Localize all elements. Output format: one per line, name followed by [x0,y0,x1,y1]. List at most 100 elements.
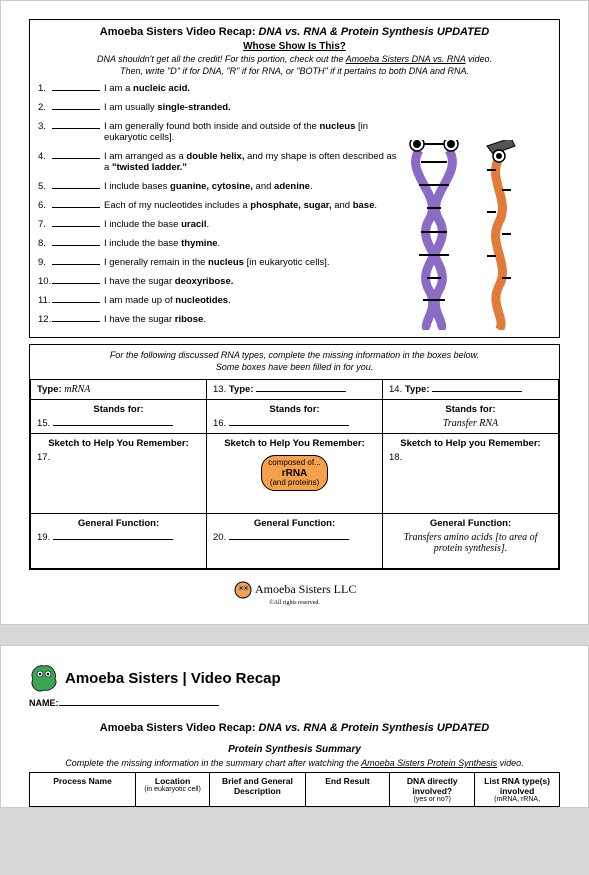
blank-15[interactable] [53,425,173,426]
p2-video-link[interactable]: Amoeba Sisters Protein Synthesis [361,758,497,768]
q17-num: 17. [37,452,50,463]
blank-19[interactable] [53,539,173,540]
answer-blank[interactable] [52,158,100,159]
footer-text: Amoeba Sisters LLC [255,582,356,596]
q19-num: 19. [37,532,50,543]
q-text: I generally remain in the nucleus [in eu… [104,257,398,268]
rna-intro-2: Some boxes have been filled in for you. [216,362,374,372]
dna-rna-illustration [399,140,539,330]
sk-3: Sketch to Help you Remember: [389,438,552,449]
q18-num: 18. [389,452,402,463]
q-num: 11. [38,295,52,306]
answer-blank[interactable] [52,302,100,303]
video-link[interactable]: Amoeba Sisters DNA vs. RNA [346,54,466,64]
row-function: General Function: 19. General Function: … [31,513,559,568]
answer-blank[interactable] [52,109,100,110]
whose-show-heading: Whose Show Is This? [38,41,551,52]
q-text: I am a nucleic acid. [104,83,398,94]
mrna-value: mRNA [64,384,90,395]
answer-blank[interactable] [52,90,100,91]
col-dna-sub: (yes or no?) [393,796,471,804]
rna-table: Type: mRNA 13. Type: 14. Type: Stands fo… [30,379,559,569]
blank-20[interactable] [229,539,349,540]
q20-num: 20. [213,532,226,543]
q-text: I have the sugar ribose. [104,314,398,325]
q-num: 8. [38,238,52,249]
intro-b: video. [466,54,493,64]
q-num: 10. [38,276,52,287]
sk-1: Sketch to Help You Remember: [37,438,200,449]
p2-title-prefix: Amoeba Sisters Video Recap: [100,722,259,734]
col-end: End Result [325,776,369,786]
col-rna-sub: (mRNA, rRNA, [478,796,556,804]
q-num: 5. [38,181,52,192]
summary-table: Process Name Location(in eukaryotic cell… [29,772,560,808]
rna-intro-1: For the following discussed RNA types, c… [110,350,479,360]
intro-line2: Then, write "D" if for DNA, "R" if for R… [120,66,469,76]
question-row: 9.I generally remain in the nucleus [in … [38,257,398,268]
q-text: I include bases guanine, cytosine, and a… [104,181,398,192]
question-row: 11. I am made up of nucleotides. [38,295,398,306]
answer-blank[interactable] [52,264,100,265]
col-location-sub: (in eukaryotic cell) [139,786,206,794]
rrna-badge: composed of... rRNA (and proteins) [261,455,327,492]
intro-text: DNA shouldn't get all the credit! For th… [38,54,551,77]
q-text: I am made up of nucleotides. [104,295,398,306]
col-process: Process Name [53,776,112,786]
q-num: 4. [38,151,52,162]
q-num: 1. [38,83,52,94]
answer-blank[interactable] [52,128,100,129]
p2-intro-b: video. [497,758,524,768]
q16-num: 16. [213,418,226,429]
q-text: Each of my nucleotides includes a phosph… [104,200,398,211]
q-num: 2. [38,102,52,113]
question-row: 12. I have the sugar ribose. [38,314,398,325]
name-label: NAME: [29,698,59,708]
p2-intro-a: Complete the missing information in the … [65,758,361,768]
rna-types-box: For the following discussed RNA types, c… [29,344,560,569]
question-row: 4. I am arranged as a double helix, and m… [38,151,398,173]
q15-num: 15. [37,418,50,429]
type-label-1: Type: [37,384,62,395]
question-row: 5. I include bases guanine, cytosine, and… [38,181,398,192]
q13-num: 13. [213,384,226,395]
rna-intro: For the following discussed RNA types, c… [30,345,559,378]
gf-3: General Function: [389,518,552,529]
footer-sub: ©All rights reserved. [29,600,560,606]
answer-blank[interactable] [52,283,100,284]
q-text: I am generally found both inside and out… [104,121,398,143]
q-num: 7. [38,219,52,230]
sk-2: Sketch to Help You Remember: [213,438,376,449]
question-row: 3.I am generally found both inside and o… [38,121,398,143]
answer-blank[interactable] [52,245,100,246]
blank-16[interactable] [229,425,349,426]
q-num: 12. [38,314,52,325]
amoeba-logo-icon [233,580,253,600]
answer-blank[interactable] [52,321,100,322]
answer-blank[interactable] [52,207,100,208]
page-title: Amoeba Sisters Video Recap: DNA vs. RNA … [38,26,551,38]
blank-14[interactable] [432,391,522,392]
summary-header-row: Process Name Location(in eukaryotic cell… [30,772,560,807]
answer-blank[interactable] [52,188,100,189]
name-line: NAME: [29,698,560,708]
question-row: 6.Each of my nucleotides includes a phos… [38,200,398,211]
name-blank[interactable] [59,705,219,706]
question-row: 7.I include the base uracil. [38,219,398,230]
question-row: 10.I have the sugar deoxyribose. [38,276,398,287]
sf-3: Stands for: [389,404,552,415]
question-row: 1. I am a nucleic acid. [38,83,398,94]
row-sketch: Sketch to Help You Remember: 17. Sketch … [31,433,559,513]
p2-intro: Complete the missing information in the … [29,758,560,768]
blank-13[interactable] [256,391,346,392]
vr-title: Amoeba Sisters | Video Recap [65,670,281,687]
worksheet-page-1: Amoeba Sisters Video Recap: DNA vs. RNA … [0,0,589,625]
sf-2: Stands for: [213,404,376,415]
question-row: 2.I am usually single-stranded. [38,102,398,113]
sf-1: Stands for: [37,404,200,415]
amoeba-green-icon [29,664,59,694]
q14-num: 14. [389,384,402,395]
answer-blank[interactable] [52,226,100,227]
q-text: I am arranged as a double helix, and my … [104,151,398,173]
video-recap-header: Amoeba Sisters | Video Recap [29,664,560,694]
